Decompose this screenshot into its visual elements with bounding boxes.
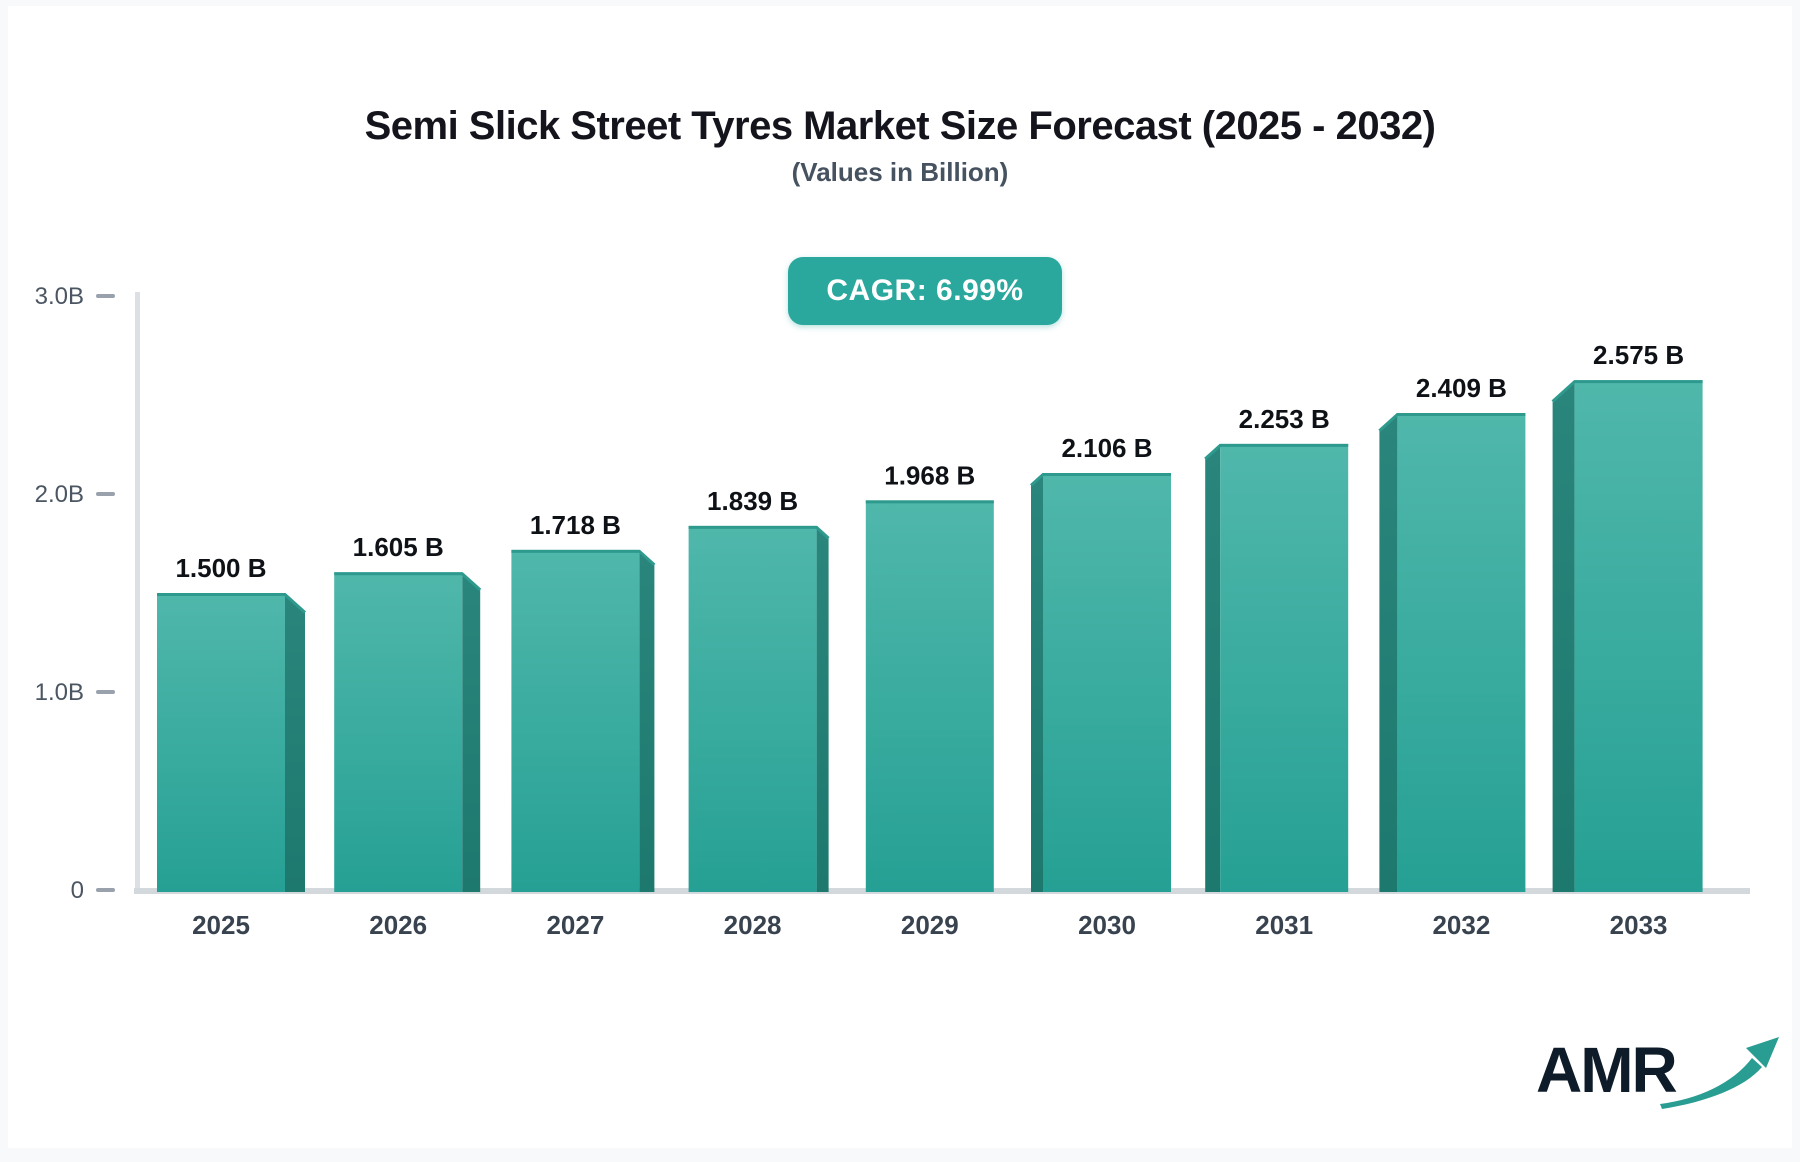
x-tick-label: 2030 [1078,910,1136,940]
bar-value-label: 1.839 B [707,486,798,516]
cagr-badge: CAGR: 6.99% [788,257,1062,325]
bar-side-2028 [816,525,829,892]
bar-value-label: 2.106 B [1061,433,1152,463]
bar-2028 [688,525,817,892]
bar-side-2025 [285,593,305,892]
logo-text: AMR [1536,1034,1678,1106]
x-tick-label: 2026 [369,910,427,940]
bar-top-edge-2031 [1204,443,1349,461]
bar-value-label: 1.968 B [884,460,975,490]
bar-2027 [511,549,640,892]
bar-value-label: 2.575 B [1593,340,1684,370]
bar-2033 [1574,380,1703,892]
x-tick-label: 2033 [1610,910,1668,940]
page-title: Semi Slick Street Tyres Market Size Fore… [364,104,1436,148]
bar-top-edge-2026 [334,572,482,592]
bar-value-label: 2.409 B [1416,373,1507,403]
y-tick-mark [96,492,115,496]
bar-2032 [1397,413,1526,892]
bar-side-2027 [639,549,655,892]
y-tick-mark [96,690,115,694]
x-tick-label: 2032 [1432,910,1490,940]
bar-2031 [1220,443,1349,892]
bar-chart: 3.0B 2.0B 1.0B 0 1.500 B 2025 1.605 B 2026 1.718… [35,283,1750,940]
bar-side-2032 [1379,413,1398,892]
bar-side-2030 [1031,473,1043,892]
y-axis-line [135,292,140,892]
y-tick-mark [96,294,115,298]
bar-2030 [1043,473,1171,892]
bar-side-2026 [462,572,481,892]
amr-logo: AMR [1536,1034,1782,1110]
bar-value-label: 1.718 B [530,510,621,540]
bar-top-edge-2033 [1551,380,1703,403]
bar-top-edge-2032 [1378,413,1526,432]
bar-top-edge-2027 [511,549,656,566]
bar-side-2031 [1205,443,1221,892]
growth-arrow-icon [1659,1037,1779,1109]
chart-card: Semi Slick Street Tyres Market Size Fore… [8,6,1792,1148]
bar-top-edge-2028 [688,525,830,540]
bar-2029 [865,500,994,892]
bar-2025 [157,593,285,892]
bar-side-2033 [1552,380,1575,892]
page-subtitle: (Values in Billion) [791,157,1009,187]
y-tick-label: 1.0B [35,679,84,706]
y-tick-mark [96,888,115,892]
y-tick-label: 3.0B [35,283,84,310]
bar-value-label: 2.253 B [1239,404,1330,434]
bar-value-label: 1.500 B [175,553,266,583]
bar-top-edge-2025 [157,593,307,614]
bar-2026 [334,572,463,892]
bar-top-edge-2030 [1029,473,1171,487]
x-tick-label: 2029 [901,910,959,940]
x-tick-label: 2025 [192,910,250,940]
y-tick-label: 0 [71,877,84,904]
x-tick-label: 2027 [546,910,604,940]
x-tick-label: 2028 [724,910,782,940]
x-tick-label: 2031 [1255,910,1313,940]
bar-value-label: 1.605 B [353,532,444,562]
y-tick-label: 2.0B [35,481,84,508]
